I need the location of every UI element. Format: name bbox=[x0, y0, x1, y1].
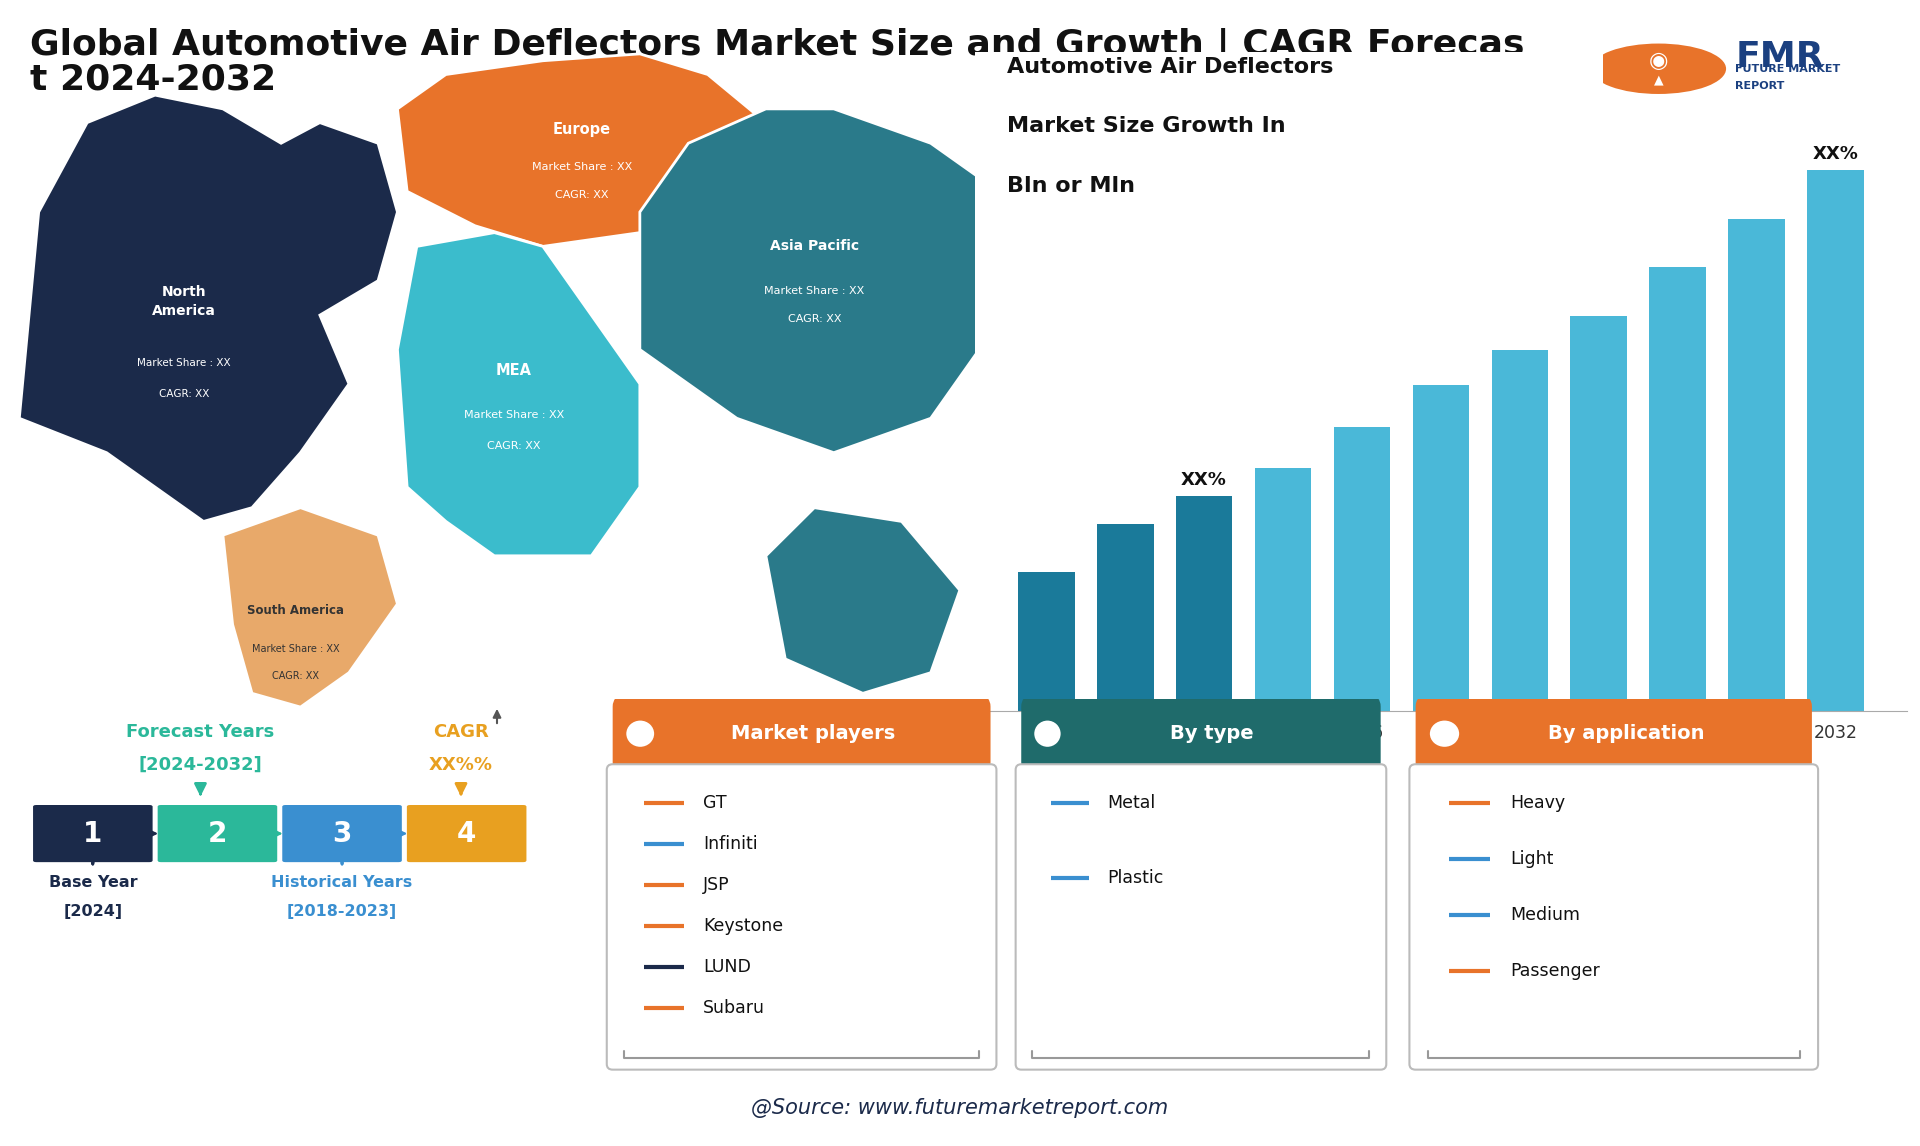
Text: [2024-2032]: [2024-2032] bbox=[138, 756, 263, 774]
Bar bbox=[1334, 426, 1390, 711]
Circle shape bbox=[1592, 44, 1726, 94]
Text: CAGR: XX: CAGR: XX bbox=[555, 190, 609, 199]
Text: Passenger: Passenger bbox=[1511, 961, 1599, 980]
Polygon shape bbox=[766, 508, 960, 693]
Text: Market Share : XX: Market Share : XX bbox=[463, 410, 564, 419]
Text: Heavy: Heavy bbox=[1511, 794, 1565, 813]
Text: North
America: North America bbox=[152, 285, 217, 317]
Text: GT: GT bbox=[703, 794, 728, 813]
Text: Bln or Mln: Bln or Mln bbox=[1006, 175, 1135, 196]
Text: 2: 2 bbox=[207, 819, 227, 848]
Text: MEA: MEA bbox=[495, 362, 532, 378]
Text: CAGR: XX: CAGR: XX bbox=[273, 672, 319, 681]
FancyBboxPatch shape bbox=[405, 803, 528, 864]
Circle shape bbox=[626, 720, 655, 748]
Circle shape bbox=[1033, 720, 1062, 748]
Text: 4: 4 bbox=[457, 819, 476, 848]
FancyBboxPatch shape bbox=[31, 803, 154, 864]
Text: Asia Pacific: Asia Pacific bbox=[770, 240, 858, 253]
Text: Subaru: Subaru bbox=[703, 999, 766, 1018]
Text: CAGR: XX: CAGR: XX bbox=[488, 441, 541, 450]
Circle shape bbox=[1428, 720, 1461, 748]
Text: t 2024-2032: t 2024-2032 bbox=[31, 63, 276, 97]
Text: REPORT: REPORT bbox=[1736, 81, 1786, 91]
Bar bbox=[1649, 267, 1707, 711]
Bar bbox=[1728, 219, 1786, 711]
Text: South America: South America bbox=[248, 604, 344, 618]
FancyBboxPatch shape bbox=[156, 803, 278, 864]
Text: Market Size Growth In: Market Size Growth In bbox=[1006, 117, 1284, 136]
Text: LUND: LUND bbox=[703, 958, 751, 976]
Bar bbox=[1413, 385, 1469, 711]
Text: Europe: Europe bbox=[553, 121, 611, 138]
Text: XX%: XX% bbox=[1812, 146, 1859, 164]
Text: Market Share : XX: Market Share : XX bbox=[252, 644, 340, 653]
FancyBboxPatch shape bbox=[1415, 696, 1812, 774]
FancyBboxPatch shape bbox=[607, 764, 996, 1069]
Text: XX%%: XX%% bbox=[428, 756, 493, 774]
FancyBboxPatch shape bbox=[1409, 764, 1818, 1069]
Text: XX%: XX% bbox=[1181, 471, 1227, 489]
Text: By type: By type bbox=[1171, 724, 1254, 744]
Text: [2024]: [2024] bbox=[63, 904, 123, 919]
Text: CAGR: XX: CAGR: XX bbox=[159, 390, 209, 399]
Text: 1: 1 bbox=[83, 819, 102, 848]
Text: Base Year: Base Year bbox=[48, 876, 136, 890]
Text: [2018-2023]: [2018-2023] bbox=[286, 904, 397, 919]
Text: Metal: Metal bbox=[1108, 794, 1156, 813]
Bar bbox=[1096, 524, 1154, 711]
Text: 3: 3 bbox=[332, 819, 351, 848]
Text: Market Share : XX: Market Share : XX bbox=[764, 286, 864, 296]
Bar bbox=[1492, 351, 1548, 711]
Polygon shape bbox=[397, 54, 766, 246]
Bar bbox=[1807, 171, 1864, 711]
Text: Plastic: Plastic bbox=[1108, 869, 1164, 887]
Text: ▲: ▲ bbox=[1653, 73, 1663, 87]
Polygon shape bbox=[639, 109, 979, 453]
Polygon shape bbox=[223, 508, 397, 707]
Text: Market Share : XX: Market Share : XX bbox=[138, 359, 230, 368]
Bar bbox=[1571, 316, 1628, 711]
Text: JSP: JSP bbox=[703, 877, 730, 894]
Text: By application: By application bbox=[1548, 724, 1705, 744]
Text: Medium: Medium bbox=[1511, 906, 1580, 924]
Bar bbox=[1175, 496, 1233, 711]
Text: Light: Light bbox=[1511, 850, 1553, 869]
Text: FUTURE MARKET: FUTURE MARKET bbox=[1736, 64, 1841, 73]
FancyBboxPatch shape bbox=[1021, 696, 1380, 774]
Text: Market Share : XX: Market Share : XX bbox=[532, 163, 632, 172]
FancyBboxPatch shape bbox=[612, 696, 991, 774]
Text: Historical Years: Historical Years bbox=[271, 876, 413, 890]
Text: CAGR: XX: CAGR: XX bbox=[787, 314, 841, 323]
Bar bbox=[1018, 572, 1075, 711]
Text: Market players: Market players bbox=[732, 724, 895, 744]
FancyBboxPatch shape bbox=[280, 803, 403, 864]
Text: @Source: www.futuremarketreport.com: @Source: www.futuremarketreport.com bbox=[751, 1098, 1169, 1118]
Text: CAGR: CAGR bbox=[434, 723, 490, 741]
Text: Global Automotive Air Deflectors Market Size and Growth | CAGR Forecas: Global Automotive Air Deflectors Market … bbox=[31, 28, 1524, 64]
Text: Infiniti: Infiniti bbox=[703, 835, 758, 854]
Text: Keystone: Keystone bbox=[703, 917, 783, 935]
Text: Forecast Years: Forecast Years bbox=[127, 723, 275, 741]
Text: FMR: FMR bbox=[1736, 40, 1824, 74]
FancyBboxPatch shape bbox=[1016, 764, 1386, 1069]
Bar bbox=[1254, 469, 1311, 711]
Polygon shape bbox=[397, 233, 639, 556]
Text: Automotive Air Deflectors: Automotive Air Deflectors bbox=[1006, 57, 1332, 77]
Text: ◉: ◉ bbox=[1649, 50, 1668, 71]
Polygon shape bbox=[19, 95, 397, 521]
